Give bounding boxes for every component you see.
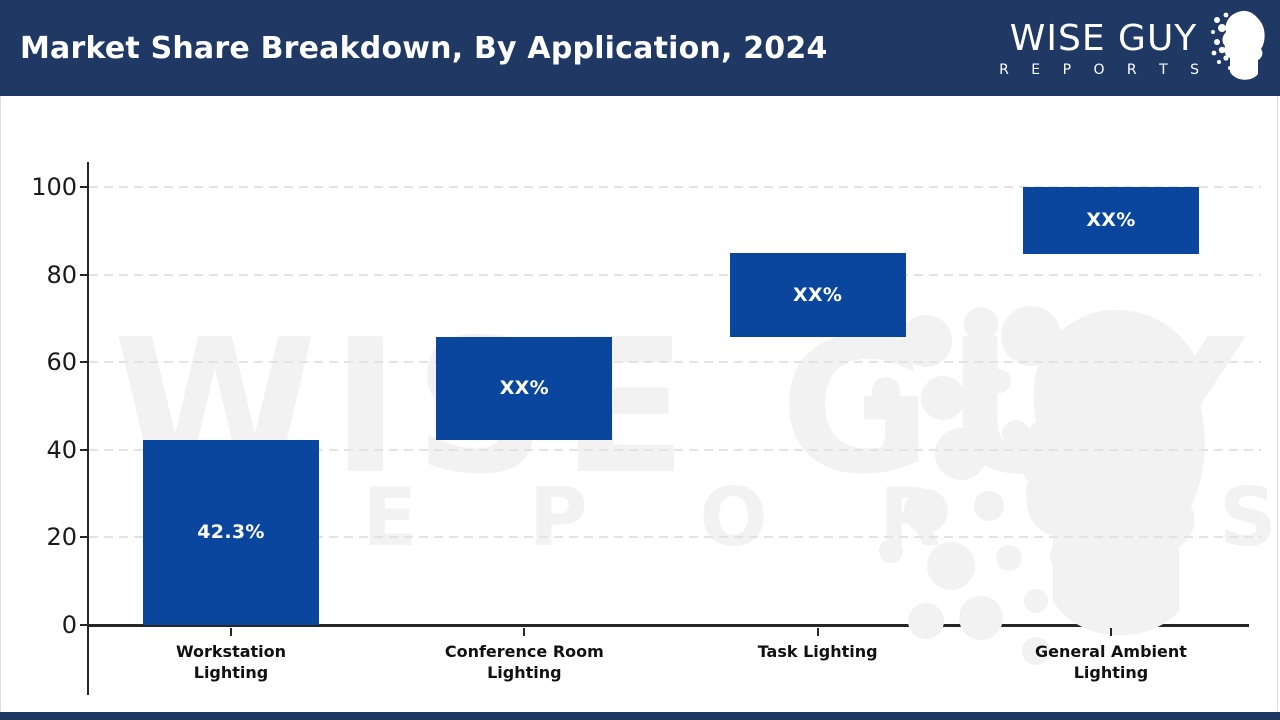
y-tick-label: 60 [46,348,77,377]
header-bar: Market Share Breakdown, By Application, … [0,0,1280,96]
y-tick-label: 100 [31,173,77,201]
chart-area: WISE GUY R E P O R T S 0 20 40 60 80 100 42.3%… [0,96,1278,712]
y-tick-label: 20 [46,523,77,552]
waterfall-bar: XX% [1022,187,1199,254]
waterfall-bar: XX% [436,336,613,440]
gridline [89,361,1261,364]
bar-value-label: XX% [793,283,843,306]
bar-value-label: XX% [1086,209,1136,232]
waterfall-bar: 42.3% [143,439,319,625]
y-tick-label: 0 [61,611,77,639]
logo-text-reports: R E P O R T S [999,62,1208,78]
x-category-label: Task Lighting [757,642,878,661]
waterfall-bar: XX% [729,252,906,337]
bar-value-label: 42.3% [197,521,265,544]
gridline [89,273,1261,276]
y-tick-mark [80,186,88,188]
y-tick-mark [80,448,88,451]
y-tick-mark [80,273,88,276]
y-tick-mark [80,536,88,539]
x-tick-mark [230,628,232,636]
x-category-label: Conference Room Lighting [444,642,604,682]
y-tick-label: 80 [46,260,77,289]
logo-head-icon [1211,10,1265,80]
x-axis-line [87,624,1249,627]
logo-text-wiseguy: WISE GUY [1009,18,1198,59]
y-tick-label: 40 [46,435,77,464]
bar-value-label: XX% [499,377,549,400]
y-axis-line [87,162,89,695]
gridline [89,448,1261,451]
y-tick-mark [80,624,88,626]
x-category-label: Workstation Lighting [175,642,287,682]
watermark-head-logo [872,306,1209,665]
y-tick-mark [80,361,88,364]
x-tick-mark [523,628,526,636]
gridline [89,536,1261,539]
wise-guy-reports-logo: WISE GUY R E P O R T S [999,6,1270,92]
plot-region: 0 20 40 60 80 100 42.3% Workstation Lighting XX% C… [1,96,1277,712]
gridline [89,186,1261,188]
page-title: Market Share Breakdown, By Application, … [20,30,828,66]
x-tick-mark [816,628,819,636]
footer-bar [0,712,1280,720]
x-category-label: General Ambient Lighting [1035,642,1187,682]
x-tick-mark [1109,628,1112,636]
